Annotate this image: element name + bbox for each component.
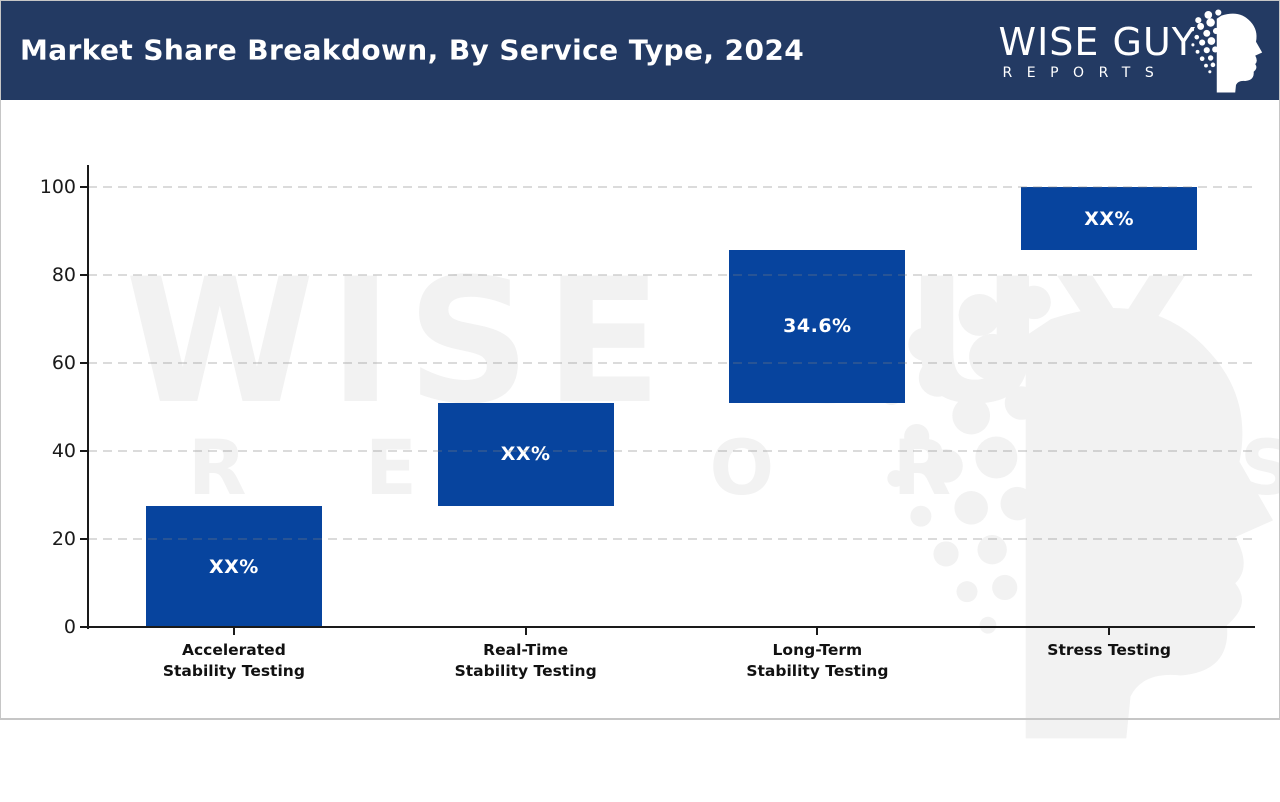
wiseguy-logo: WISE GUY REPORTS xyxy=(999,8,1266,94)
bar-value-label: XX% xyxy=(1084,207,1135,230)
chart-area: WISE GUY R E P O R T S XX% XX% 34.6% XX% 0 20… xyxy=(39,165,1280,739)
y-tick-mark xyxy=(80,450,88,452)
y-tick-mark xyxy=(80,186,88,188)
x-tick-label: Long-Term Stability Testing xyxy=(672,640,962,682)
x-axis-line xyxy=(87,626,1255,628)
x-tick-label-line: Stability Testing xyxy=(746,662,889,680)
x-tick-mark xyxy=(1108,628,1111,635)
y-tick-mark xyxy=(80,538,88,540)
y-tick-label: 80 xyxy=(51,264,76,286)
x-tick-mark xyxy=(816,628,819,635)
bar-value-label: 34.6% xyxy=(783,315,852,338)
x-tick-label-line: Stability Testing xyxy=(454,662,597,680)
bar: 34.6% xyxy=(729,250,906,403)
x-tick-label-line: Stress Testing xyxy=(1047,641,1171,659)
grid-line xyxy=(88,538,1255,540)
logo-face-icon xyxy=(1190,9,1263,93)
bar-value-label: XX% xyxy=(500,443,551,466)
bar: XX% xyxy=(437,402,614,506)
y-tick-mark xyxy=(80,362,88,364)
x-tick-mark xyxy=(524,628,527,635)
x-tick-mark xyxy=(232,628,235,635)
y-axis-line xyxy=(87,165,89,629)
header-bar: Market Share Breakdown, By Service Type,… xyxy=(0,0,1280,100)
bar-value-label: XX% xyxy=(208,555,259,578)
x-tick-label-line: Stability Testing xyxy=(162,662,305,680)
y-tick-label: 100 xyxy=(39,176,76,198)
grid-line xyxy=(88,274,1255,276)
watermark-face-icon xyxy=(881,285,1274,739)
x-tick-label-line: Long-Term xyxy=(772,641,863,659)
bar: XX% xyxy=(145,506,322,627)
y-tick-label: 60 xyxy=(51,352,76,374)
x-tick-label: Stress Testing xyxy=(964,640,1254,661)
grid-line xyxy=(88,362,1255,364)
x-tick-label-line: Real-Time xyxy=(483,641,569,659)
logo-text: WISE GUY REPORTS xyxy=(999,22,1196,81)
x-tick-label: Accelerated Stability Testing xyxy=(89,640,379,682)
y-tick-label: 40 xyxy=(51,440,76,462)
logo-wordmark: WISE GUY xyxy=(998,19,1196,64)
y-tick-label: 20 xyxy=(51,528,76,550)
grid-line xyxy=(88,450,1255,452)
page-title: Market Share Breakdown, By Service Type,… xyxy=(20,33,805,67)
y-tick-label: 0 xyxy=(63,616,76,638)
grid-line xyxy=(88,186,1255,188)
x-tick-label: Real-Time Stability Testing xyxy=(381,640,671,682)
y-tick-mark xyxy=(80,626,88,628)
bar: XX% xyxy=(1021,187,1198,251)
x-tick-label-line: Accelerated xyxy=(181,641,286,659)
y-tick-mark xyxy=(80,274,88,276)
logo-subtitle: REPORTS xyxy=(1002,64,1169,81)
